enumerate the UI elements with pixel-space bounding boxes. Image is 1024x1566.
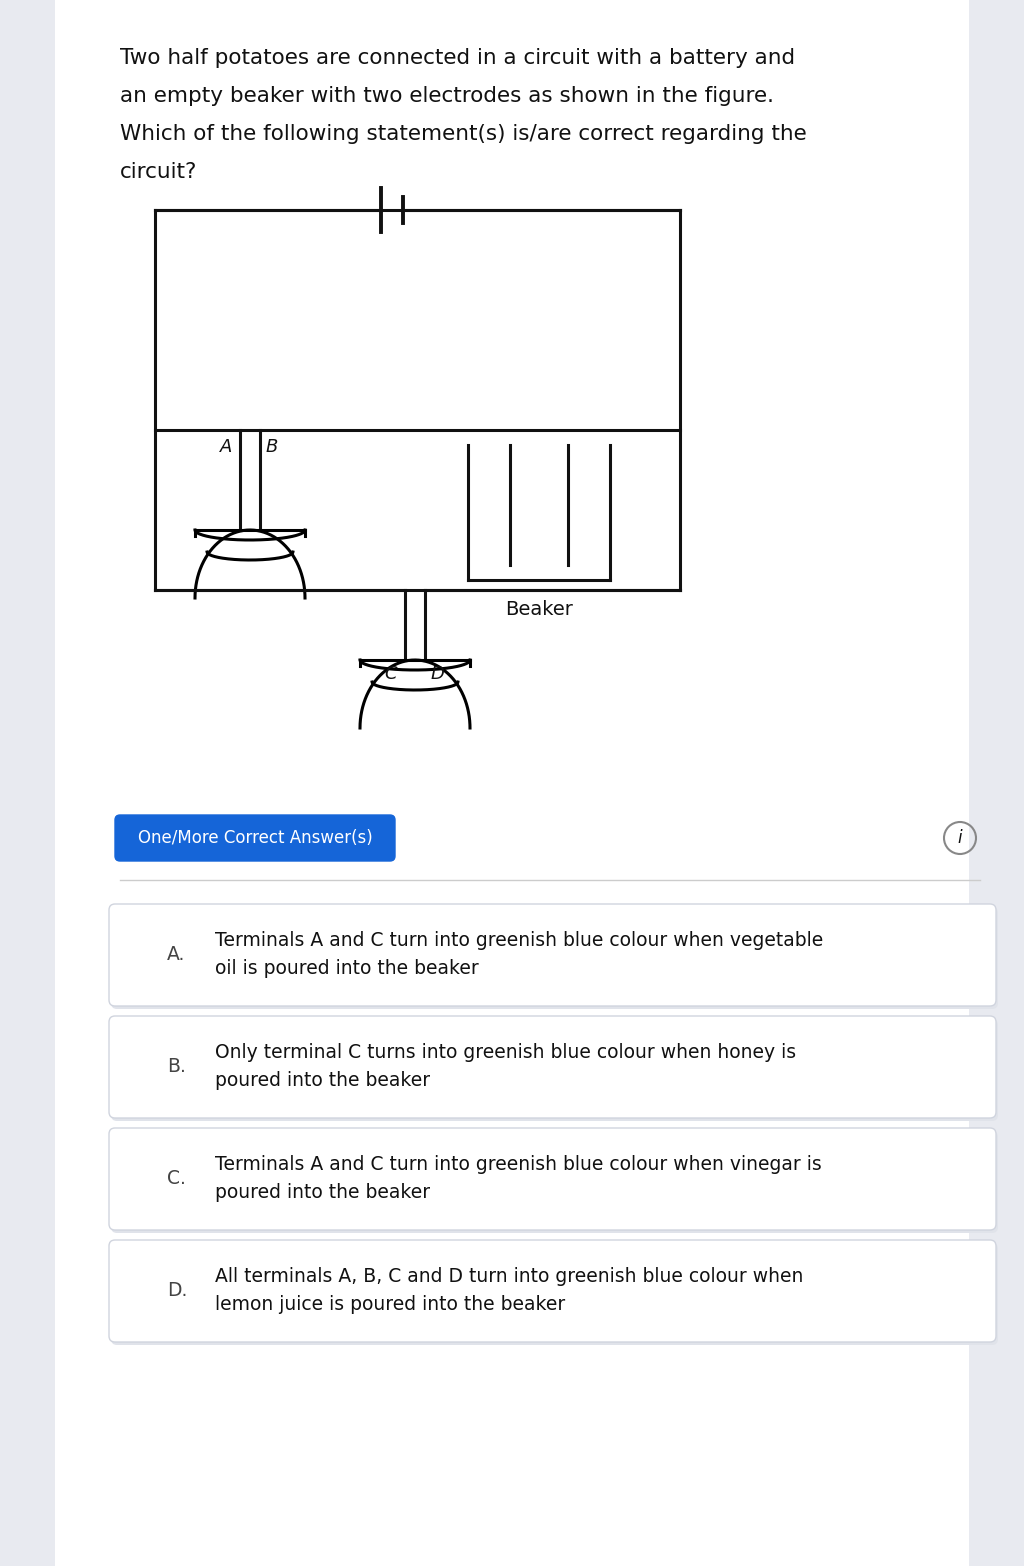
Text: Two half potatoes are connected in a circuit with a battery and: Two half potatoes are connected in a cir…	[120, 49, 795, 67]
Text: A: A	[219, 438, 232, 456]
FancyBboxPatch shape	[111, 1019, 998, 1121]
FancyBboxPatch shape	[109, 1016, 996, 1118]
Text: Only terminal ​C​ turns into greenish blue colour when honey is: Only terminal ​C​ turns into greenish bl…	[215, 1043, 796, 1062]
FancyBboxPatch shape	[109, 1128, 996, 1229]
Text: C.: C.	[167, 1170, 186, 1189]
Text: D: D	[431, 666, 444, 683]
Text: Terminals ​A​ and ​C​ turn into greenish blue colour when vinegar is: Terminals ​A​ and ​C​ turn into greenish…	[215, 1156, 821, 1174]
Text: poured into the beaker: poured into the beaker	[215, 1184, 430, 1203]
Text: One/More Correct Answer(s): One/More Correct Answer(s)	[137, 828, 373, 847]
FancyBboxPatch shape	[115, 814, 395, 861]
Text: i: i	[957, 828, 963, 847]
Text: an empty beaker with two electrodes as shown in the figure.: an empty beaker with two electrodes as s…	[120, 86, 774, 106]
Text: B.: B.	[167, 1057, 186, 1076]
FancyBboxPatch shape	[111, 907, 998, 1009]
Text: D.: D.	[167, 1281, 187, 1300]
Text: oil is poured into the beaker: oil is poured into the beaker	[215, 960, 479, 979]
Text: lemon juice is poured into the beaker: lemon juice is poured into the beaker	[215, 1295, 565, 1314]
Text: Which of the following statement(s) is/are correct regarding the: Which of the following statement(s) is/a…	[120, 124, 807, 144]
Text: circuit?: circuit?	[120, 161, 198, 182]
Text: B: B	[266, 438, 279, 456]
Text: All terminals ​A​, ​B​, ​C​ and ​D​ turn into greenish blue colour when: All terminals ​A​, ​B​, ​C​ and ​D​ turn…	[215, 1267, 804, 1287]
FancyBboxPatch shape	[55, 0, 969, 1566]
FancyBboxPatch shape	[111, 1243, 998, 1345]
FancyBboxPatch shape	[109, 904, 996, 1005]
Text: poured into the beaker: poured into the beaker	[215, 1071, 430, 1090]
Text: A.: A.	[167, 946, 185, 965]
FancyBboxPatch shape	[111, 1131, 998, 1232]
Text: Terminals ​A​ and ​C​ turn into greenish blue colour when vegetable: Terminals ​A​ and ​C​ turn into greenish…	[215, 932, 823, 951]
FancyBboxPatch shape	[109, 1240, 996, 1342]
Text: Beaker: Beaker	[505, 600, 573, 619]
Text: C: C	[384, 666, 397, 683]
